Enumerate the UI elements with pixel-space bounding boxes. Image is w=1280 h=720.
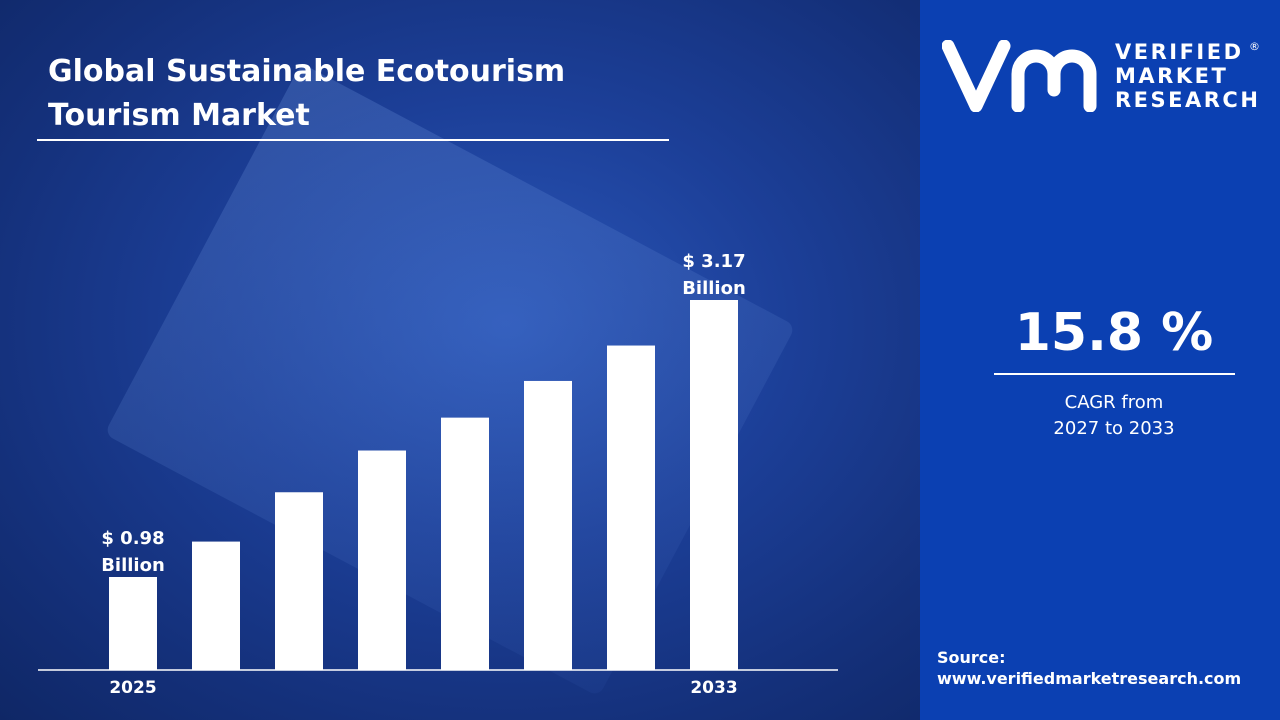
bar bbox=[358, 450, 406, 670]
brand-line1: VERIFIED bbox=[1115, 40, 1244, 64]
brand-wordmark: VERIFIED MARKET RESEARCH bbox=[1115, 40, 1260, 112]
bar bbox=[524, 380, 572, 670]
cagr-label-line1: CAGR from bbox=[1064, 392, 1164, 413]
data-label-unit: Billion bbox=[101, 555, 165, 576]
brand-line3: RESEARCH bbox=[1115, 88, 1261, 112]
cagr-label-line2: 2027 to 2033 bbox=[1053, 418, 1175, 439]
vmr-logo-icon bbox=[942, 40, 1097, 112]
data-label-unit: Billion bbox=[682, 278, 746, 299]
registered-mark: ® bbox=[1249, 40, 1260, 53]
source-label: Source: bbox=[937, 648, 1006, 667]
bar bbox=[441, 417, 489, 670]
chart-title: Global Sustainable Ecotourism Tourism Ma… bbox=[48, 54, 566, 133]
bar-chart: 2025 2033 $ 0.98 Billion $ 3.17 Billion bbox=[0, 0, 920, 720]
x-tick-label: 2025 bbox=[109, 678, 156, 698]
cagr-label: CAGR from 2027 to 2033 bbox=[994, 390, 1234, 442]
data-label: $ 0.98 bbox=[101, 528, 164, 549]
x-tick-label: 2033 bbox=[690, 678, 737, 698]
cagr-divider bbox=[994, 373, 1235, 375]
source-url[interactable]: www.verifiedmarketresearch.com bbox=[937, 669, 1242, 688]
brand-line2: MARKET bbox=[1115, 64, 1229, 88]
data-label: $ 3.17 bbox=[682, 251, 745, 272]
bar bbox=[607, 345, 655, 670]
source: Source: www.verifiedmarketresearch.com bbox=[937, 647, 1241, 689]
bar bbox=[109, 577, 157, 670]
bar bbox=[275, 492, 323, 670]
cagr-value: 15.8 % bbox=[1014, 303, 1214, 363]
info-panel bbox=[920, 0, 1280, 720]
bar bbox=[690, 300, 738, 670]
title-divider bbox=[37, 139, 669, 141]
bar bbox=[192, 541, 240, 670]
